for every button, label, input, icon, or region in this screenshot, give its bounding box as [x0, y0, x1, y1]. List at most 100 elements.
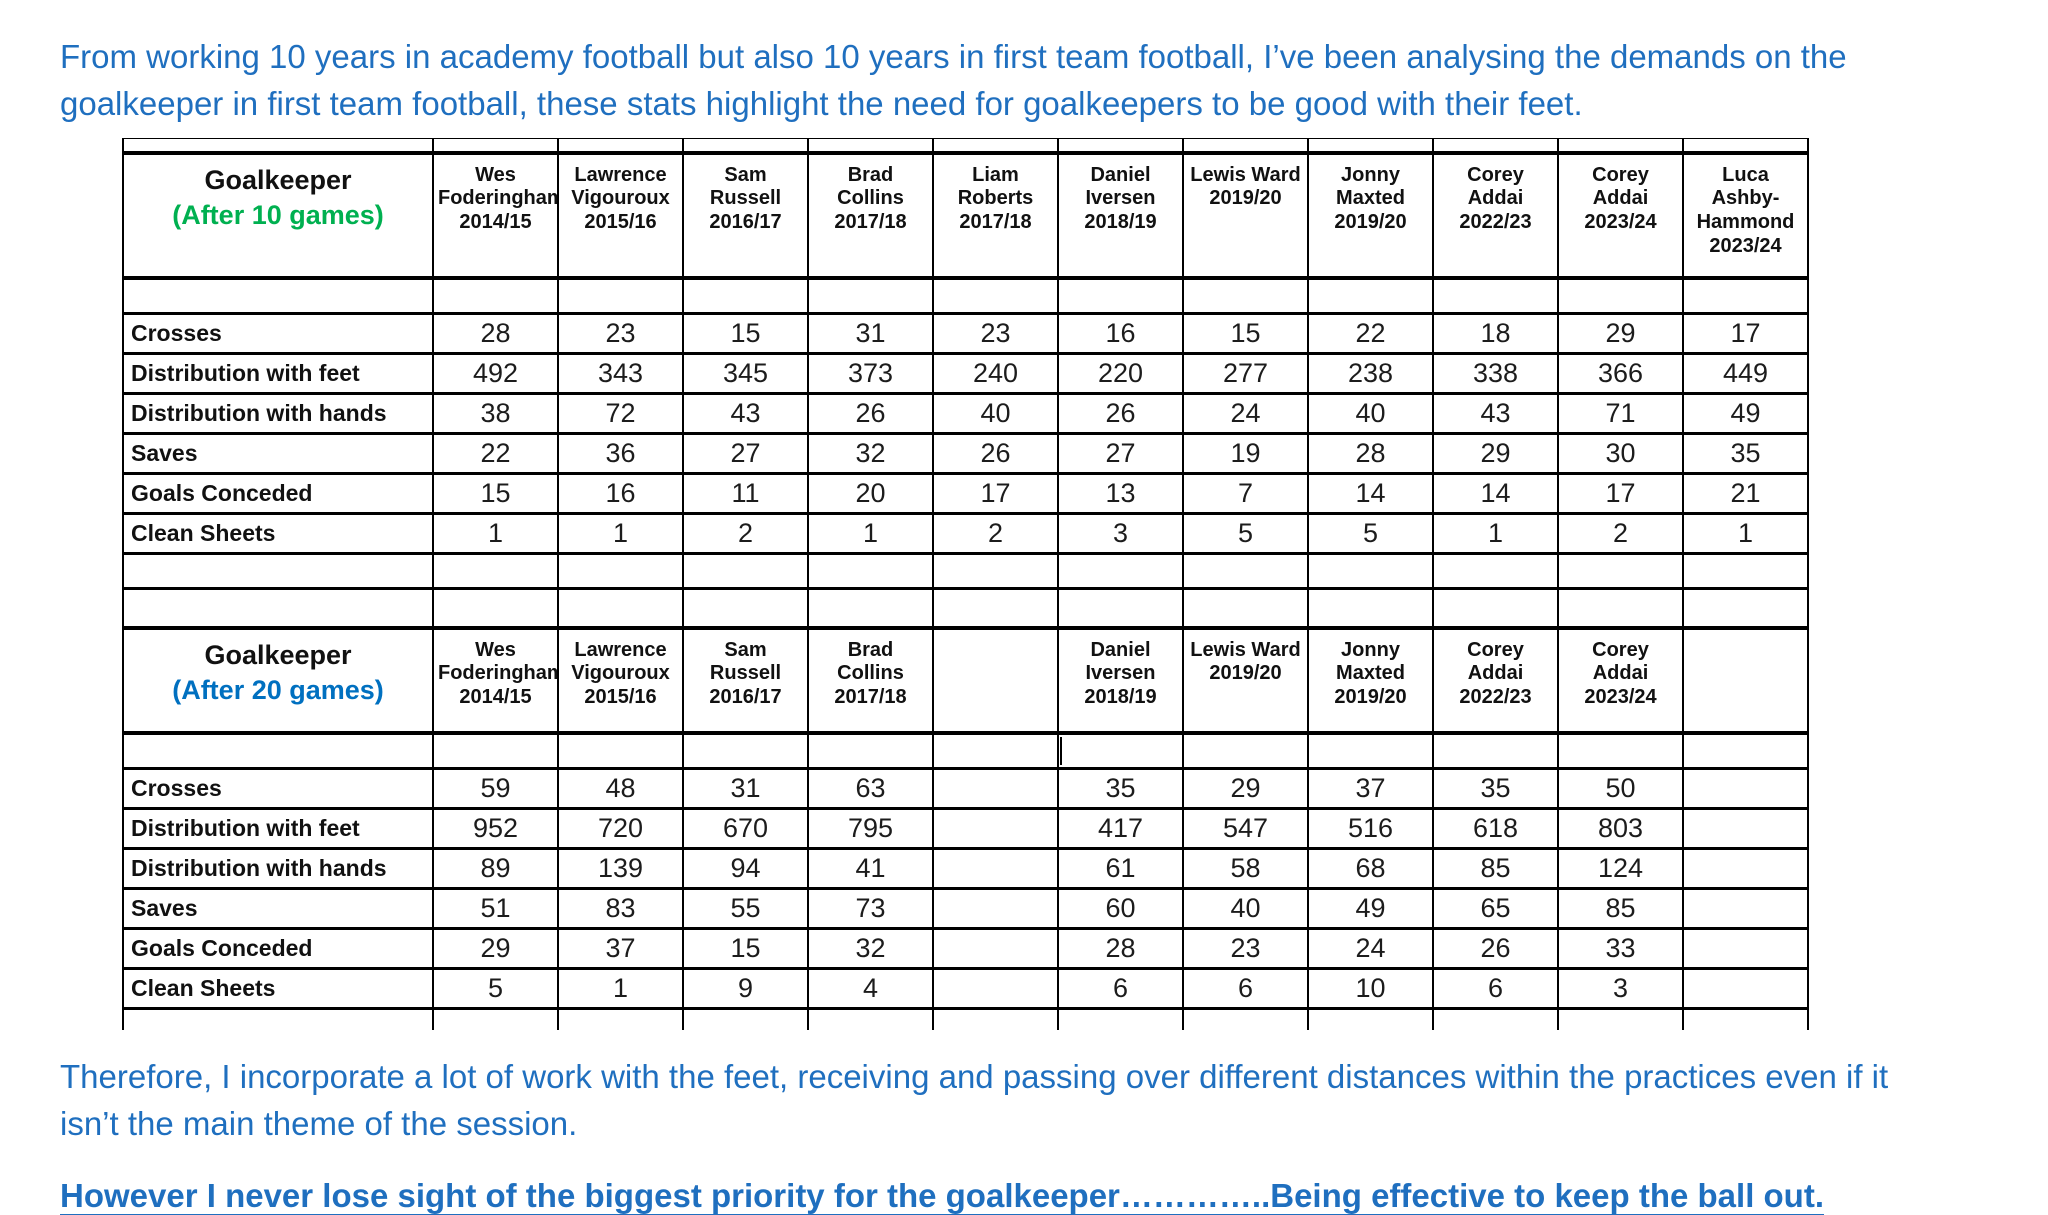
stat-value-cell: 720: [557, 806, 684, 850]
empty-cell: [807, 276, 934, 315]
stat-value-cell: 43: [1432, 391, 1559, 435]
stat-value-cell: 6: [1432, 966, 1559, 1010]
column-header-cell: Brad Collins 2017/18: [807, 150, 934, 280]
empty-cell: [1557, 1006, 1684, 1030]
stat-value-cell: 5: [1307, 511, 1434, 555]
stat-value-cell: 343: [557, 351, 684, 395]
stat-value-cell: 1: [557, 511, 684, 555]
stat-value-cell: 43: [682, 391, 809, 435]
empty-cell: [557, 586, 684, 630]
stat-value-cell: 27: [1057, 431, 1184, 475]
stat-value-cell: 60: [1057, 886, 1184, 930]
stat-value-cell: 28: [1307, 431, 1434, 475]
table-row: Distribution with hands 89 139 94 41 61 58 68 85…: [122, 846, 1809, 890]
empty-cell: [932, 731, 1059, 770]
column-header-cell: Lewis Ward 2019/20: [1182, 625, 1309, 735]
column-header-cell: Lewis Ward 2019/20: [1182, 150, 1309, 280]
empty-cell: [1182, 1006, 1309, 1030]
empty-cell: [807, 731, 934, 770]
column-header-cell: Sam Russell 2016/17: [682, 150, 809, 280]
empty-cell: [1682, 625, 1809, 735]
stat-value-cell: 63: [807, 766, 934, 810]
stat-value-cell: 26: [1057, 391, 1184, 435]
table-subtitle: (After 20 games): [172, 674, 384, 705]
goalkeeper-name: Luca Ashby-Hammond: [1696, 163, 1795, 233]
stat-value-cell: 338: [1432, 351, 1559, 395]
stat-value-cell: 32: [807, 926, 934, 970]
table-row: Clean Sheets 5 1 9 4 6 6 10 6 3: [122, 966, 1809, 1010]
table-row: Goalkeeper (After 20 games) Wes Foderingha…: [122, 625, 1809, 735]
empty-cell: [1057, 586, 1184, 630]
empty-cell: [932, 846, 1059, 890]
empty-cell: [1682, 551, 1809, 590]
stat-value-cell: 803: [1557, 806, 1684, 850]
empty-cell: [557, 551, 684, 590]
goalkeeper-name: Brad Collins: [837, 638, 904, 685]
season-label: 2015/16: [584, 685, 657, 708]
empty-cell: [1557, 731, 1684, 770]
stat-value-cell: 19: [1182, 431, 1309, 475]
stat-value-cell: 18: [1432, 311, 1559, 355]
season-label: 2018/19: [1084, 210, 1157, 233]
season-label: 2016/17: [709, 685, 782, 708]
goalkeeper-name: Wes Foderingham: [438, 638, 558, 685]
stat-value-cell: 20: [807, 471, 934, 515]
goalkeeper-name: Brad Collins: [837, 163, 904, 210]
empty-cell: [932, 926, 1059, 970]
stat-value-cell: 89: [432, 846, 559, 890]
stat-row-label: Goals Conceded: [122, 471, 434, 515]
empty-cell: [1682, 966, 1809, 1010]
empty-cell: [122, 586, 434, 630]
season-label: 2019/20: [1209, 187, 1282, 210]
stat-value-cell: 23: [557, 311, 684, 355]
empty-cell: [932, 966, 1059, 1010]
empty-cell: [1307, 276, 1434, 315]
empty-cell: [682, 137, 809, 155]
empty-cell: [932, 137, 1059, 155]
table-row: Distribution with feet 952 720 670 795 417 547…: [122, 806, 1809, 850]
stat-value-cell: 2: [1557, 511, 1684, 555]
stat-row-label: Clean Sheets: [122, 511, 434, 555]
table-row: [122, 1006, 1809, 1030]
empty-cell: [1307, 731, 1434, 770]
season-label: 2019/20: [1334, 685, 1407, 708]
column-header-cell: Corey Addai 2023/24: [1557, 150, 1684, 280]
stat-value-cell: 17: [1557, 471, 1684, 515]
season-label: 2015/16: [584, 210, 657, 233]
empty-cell: [557, 1006, 684, 1030]
goalkeeper-name: Corey Addai: [1467, 163, 1524, 210]
season-label: 2019/20: [1209, 662, 1282, 685]
empty-cell: [1682, 766, 1809, 810]
empty-cell: [682, 586, 809, 630]
stat-value-cell: 10: [1307, 966, 1434, 1010]
intro-paragraph: From working 10 years in academy footbal…: [60, 38, 1847, 122]
stat-value-cell: 345: [682, 351, 809, 395]
stat-value-cell: 9: [682, 966, 809, 1010]
stat-value-cell: 15: [682, 311, 809, 355]
stat-value-cell: 417: [1057, 806, 1184, 850]
table-row: [122, 137, 1809, 155]
goalkeeper-name: Lawrence Vigouroux: [571, 638, 670, 685]
stat-value-cell: 85: [1557, 886, 1684, 930]
table-row: Clean Sheets 1 1 2 1 2 3 5 5 1 2 1: [122, 511, 1809, 555]
empty-cell: [1557, 137, 1684, 155]
stat-value-cell: 22: [1307, 311, 1434, 355]
goalkeeper-name: Daniel Iversen: [1085, 638, 1156, 685]
stat-value-cell: 40: [1307, 391, 1434, 435]
stat-value-cell: 277: [1182, 351, 1309, 395]
empty-cell: [1307, 551, 1434, 590]
empty-cell: [1682, 926, 1809, 970]
stat-value-cell: 14: [1432, 471, 1559, 515]
empty-cell: [122, 137, 434, 155]
stat-value-cell: 83: [557, 886, 684, 930]
stat-value-cell: 240: [932, 351, 1059, 395]
table-row: Goalkeeper (After 10 games) Wes Foderingha…: [122, 150, 1809, 280]
empty-cell: [1432, 1006, 1559, 1030]
table-title: Goalkeeper: [204, 639, 352, 670]
column-header-cell: Corey Addai 2023/24: [1557, 625, 1684, 735]
stat-row-label: Crosses: [122, 766, 434, 810]
empty-cell: [807, 1006, 934, 1030]
table-body: Goalkeeper (After 10 games) Wes Foderingha…: [122, 137, 1809, 1030]
stat-value-cell: 59: [432, 766, 559, 810]
empty-cell: [1432, 731, 1559, 770]
